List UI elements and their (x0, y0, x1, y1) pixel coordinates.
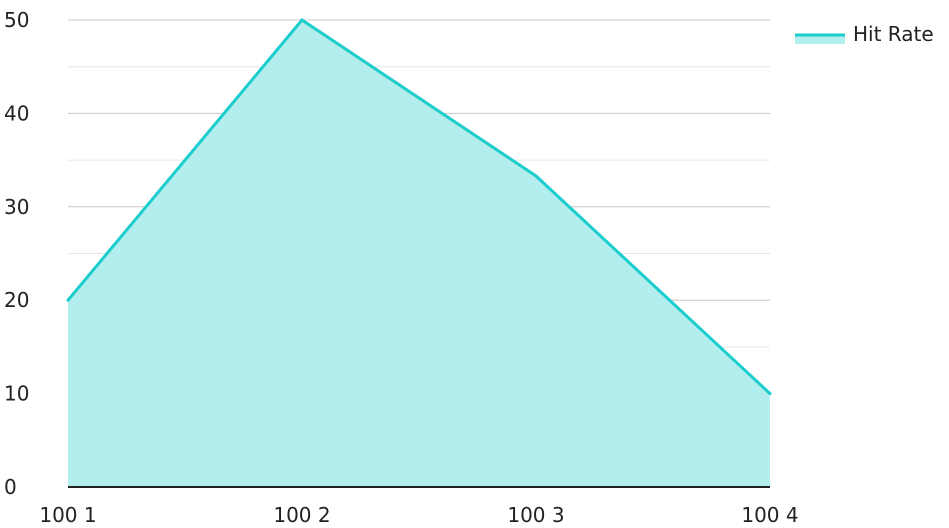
data-point[interactable] (300, 18, 304, 22)
legend[interactable]: Hit Rate (795, 22, 934, 46)
y-tick-label: 50 (4, 8, 29, 32)
y-axis-labels: 0 10 20 30 40 50 (4, 8, 29, 499)
y-tick-label: 0 (4, 475, 17, 499)
series-area-fill (68, 20, 770, 487)
data-point[interactable] (768, 392, 772, 396)
data-point[interactable] (66, 298, 70, 302)
data-point[interactable] (534, 174, 538, 178)
y-tick-label: 30 (4, 195, 29, 219)
x-tick-label: 100 3 (507, 503, 564, 527)
y-tick-label: 10 (4, 382, 29, 406)
legend-label-hit-rate: Hit Rate (853, 22, 934, 46)
x-tick-label: 100 2 (273, 503, 330, 527)
x-axis-labels: 100 1 100 2 100 3 100 4 (39, 503, 798, 527)
legend-swatch-fill (795, 35, 845, 44)
y-tick-label: 20 (4, 288, 29, 312)
x-tick-label: 100 4 (741, 503, 798, 527)
x-tick-label: 100 1 (39, 503, 96, 527)
y-tick-label: 40 (4, 101, 29, 125)
series-line (66, 18, 772, 395)
